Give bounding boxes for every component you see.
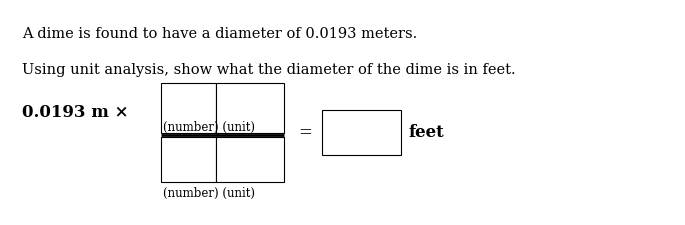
FancyBboxPatch shape <box>216 83 284 133</box>
Text: (number) (unit): (number) (unit) <box>163 187 255 200</box>
Text: =: = <box>298 124 312 141</box>
Text: A dime is found to have a diameter of 0.0193 meters.: A dime is found to have a diameter of 0.… <box>22 27 417 41</box>
FancyBboxPatch shape <box>161 83 216 133</box>
Text: 0.0193 m ×: 0.0193 m × <box>22 104 128 121</box>
Text: (number) (unit): (number) (unit) <box>163 121 255 134</box>
Text: feet: feet <box>409 124 445 141</box>
FancyBboxPatch shape <box>216 137 284 182</box>
FancyBboxPatch shape <box>322 110 401 155</box>
Text: Using unit analysis, show what the diameter of the dime is in feet.: Using unit analysis, show what the diame… <box>22 63 516 77</box>
FancyBboxPatch shape <box>161 137 216 182</box>
